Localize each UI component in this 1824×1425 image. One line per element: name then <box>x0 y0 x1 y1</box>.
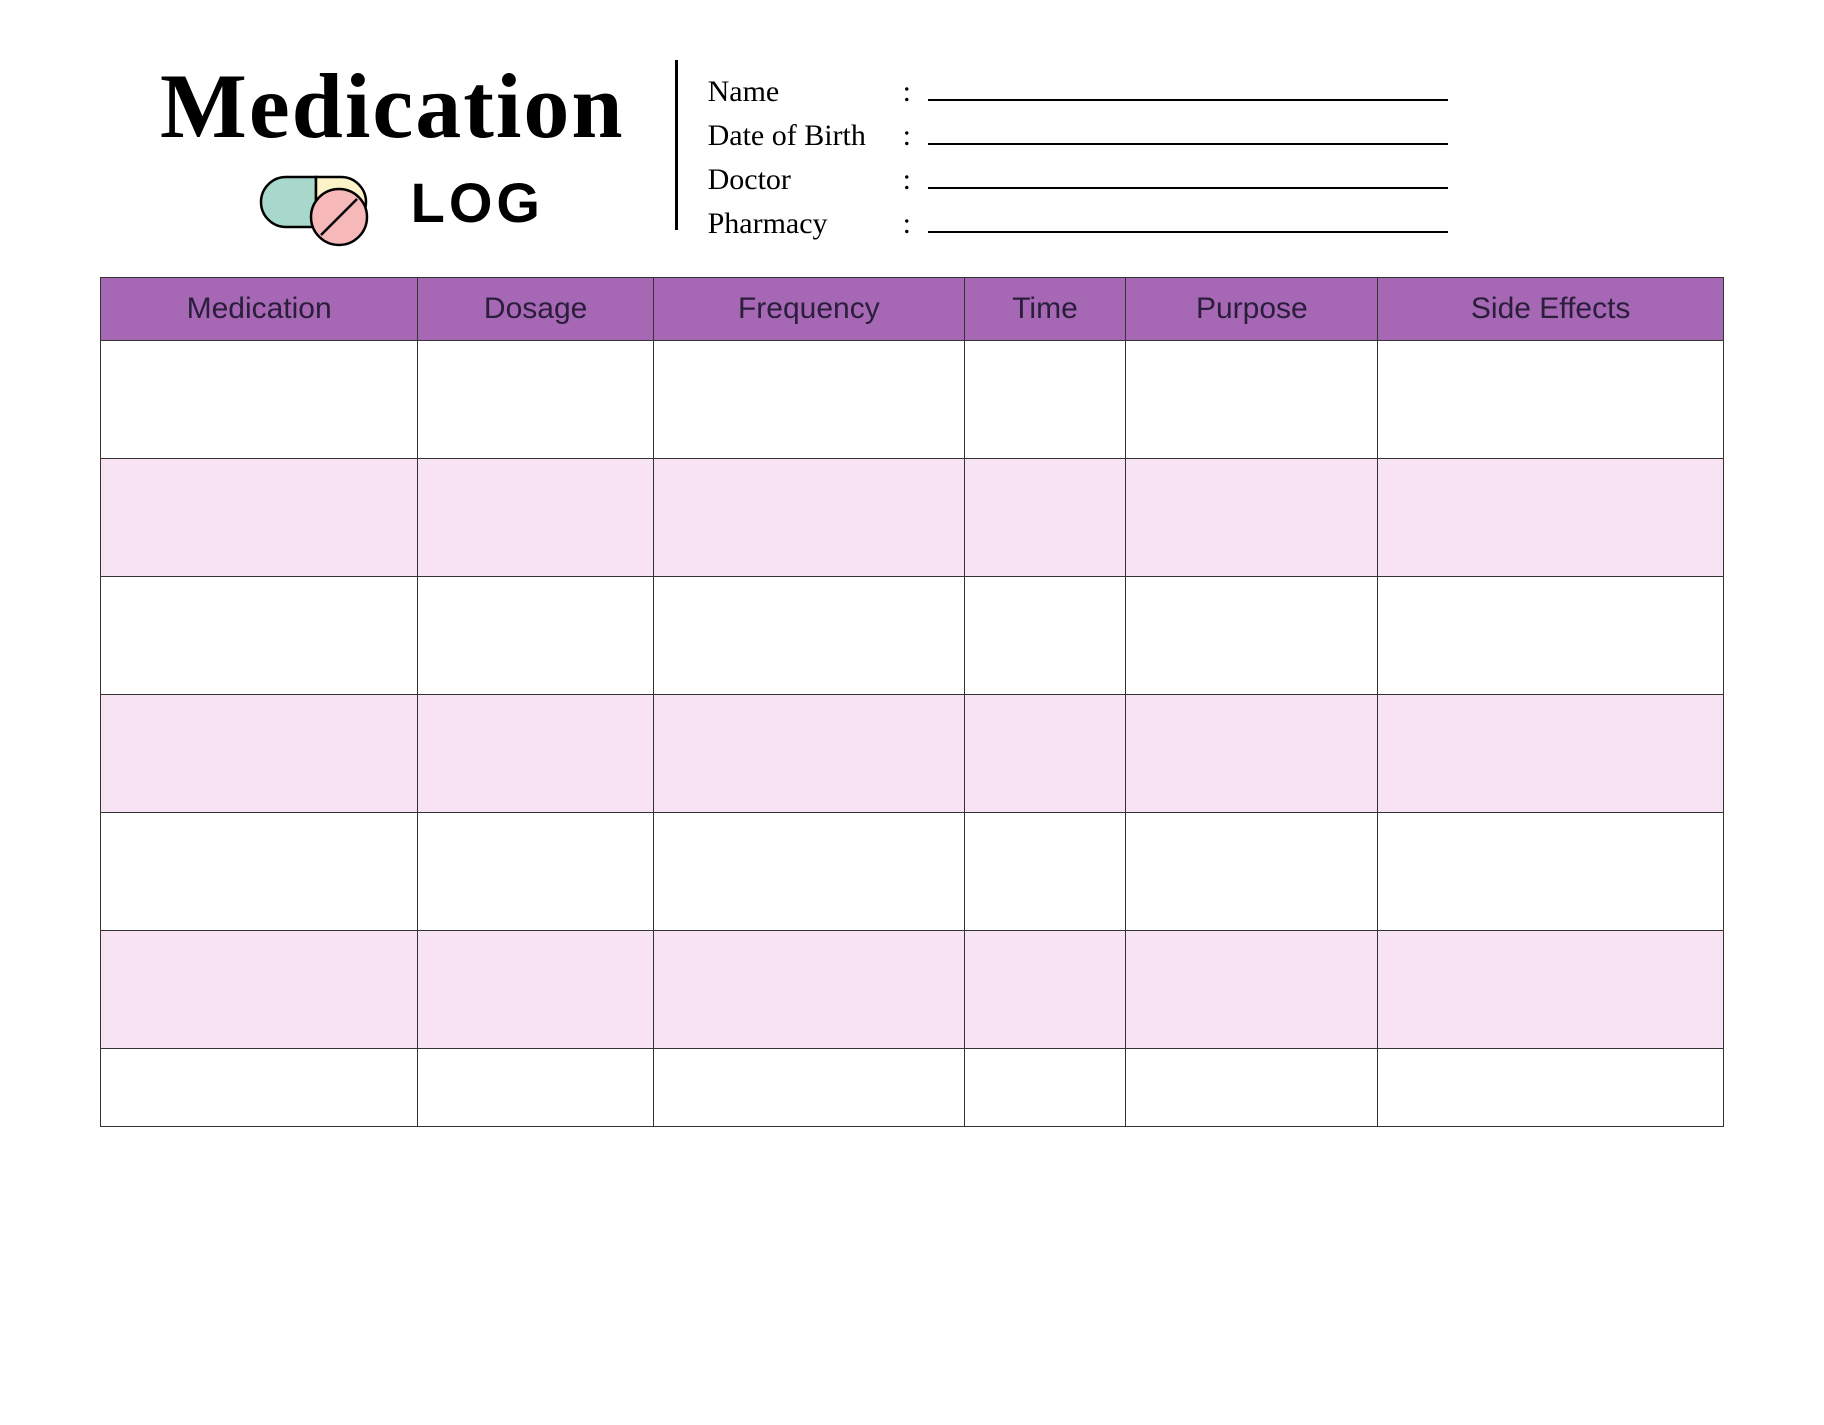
table-cell[interactable] <box>101 931 418 1049</box>
table-cell[interactable] <box>1126 459 1378 577</box>
table-cell[interactable] <box>964 577 1126 695</box>
info-line[interactable] <box>928 121 1448 145</box>
info-label: Name <box>708 75 903 109</box>
info-line[interactable] <box>928 209 1448 233</box>
vertical-divider <box>675 60 678 230</box>
info-row-name: Name : <box>708 75 1724 109</box>
medication-table: MedicationDosageFrequencyTimePurposeSide… <box>100 277 1724 1127</box>
table-row <box>101 577 1724 695</box>
table-cell[interactable] <box>964 341 1126 459</box>
table-cell[interactable] <box>418 341 654 459</box>
info-row-pharmacy: Pharmacy : <box>708 207 1724 241</box>
table-cell[interactable] <box>1378 813 1724 931</box>
table-cell[interactable] <box>418 1049 654 1127</box>
pills-icon <box>241 157 381 247</box>
table-cell[interactable] <box>964 459 1126 577</box>
header: Medication LOG Name : Date of Birth : <box>100 60 1724 247</box>
table-cell[interactable] <box>1378 341 1724 459</box>
table-row <box>101 813 1724 931</box>
table-cell[interactable] <box>964 695 1126 813</box>
table-cell[interactable] <box>1378 1049 1724 1127</box>
column-header: Time <box>964 278 1126 341</box>
table-cell[interactable] <box>418 695 654 813</box>
info-label: Doctor <box>708 163 903 197</box>
table-row <box>101 341 1724 459</box>
table-cell[interactable] <box>964 931 1126 1049</box>
title-row2: LOG <box>241 157 544 247</box>
info-colon: : <box>903 119 928 153</box>
table-body <box>101 341 1724 1127</box>
table-cell[interactable] <box>418 931 654 1049</box>
table-cell[interactable] <box>1378 459 1724 577</box>
table-cell[interactable] <box>1126 1049 1378 1127</box>
table-cell[interactable] <box>1126 577 1378 695</box>
table-cell[interactable] <box>1378 577 1724 695</box>
info-block: Name : Date of Birth : Doctor : Pharmacy… <box>708 60 1724 241</box>
table-cell[interactable] <box>653 695 964 813</box>
table-cell[interactable] <box>1126 341 1378 459</box>
table-row <box>101 459 1724 577</box>
info-colon: : <box>903 207 928 241</box>
table-cell[interactable] <box>101 459 418 577</box>
table-cell[interactable] <box>1126 695 1378 813</box>
table-row <box>101 1049 1724 1127</box>
table-cell[interactable] <box>418 459 654 577</box>
table-cell[interactable] <box>653 931 964 1049</box>
table-cell[interactable] <box>1126 931 1378 1049</box>
table-cell[interactable] <box>653 341 964 459</box>
table-cell[interactable] <box>653 577 964 695</box>
info-row-doctor: Doctor : <box>708 163 1724 197</box>
table-cell[interactable] <box>653 813 964 931</box>
table-cell[interactable] <box>101 1049 418 1127</box>
column-header: Purpose <box>1126 278 1378 341</box>
column-header: Medication <box>101 278 418 341</box>
info-row-dob: Date of Birth : <box>708 119 1724 153</box>
info-colon: : <box>903 163 928 197</box>
info-line[interactable] <box>928 77 1448 101</box>
table-cell[interactable] <box>101 341 418 459</box>
table-header: MedicationDosageFrequencyTimePurposeSide… <box>101 278 1724 341</box>
title-script: Medication <box>160 60 625 152</box>
title-log: LOG <box>411 170 544 235</box>
table-cell[interactable] <box>1378 695 1724 813</box>
table-cell[interactable] <box>101 577 418 695</box>
table-cell[interactable] <box>653 1049 964 1127</box>
table-cell[interactable] <box>101 695 418 813</box>
table-cell[interactable] <box>418 577 654 695</box>
table-cell[interactable] <box>1126 813 1378 931</box>
info-line[interactable] <box>928 165 1448 189</box>
table-cell[interactable] <box>964 813 1126 931</box>
table-cell[interactable] <box>101 813 418 931</box>
table-cell[interactable] <box>653 459 964 577</box>
table-row <box>101 931 1724 1049</box>
title-block: Medication LOG <box>160 60 665 247</box>
info-colon: : <box>903 75 928 109</box>
table-cell[interactable] <box>1378 931 1724 1049</box>
info-label: Pharmacy <box>708 207 903 241</box>
column-header: Dosage <box>418 278 654 341</box>
table-cell[interactable] <box>964 1049 1126 1127</box>
column-header: Frequency <box>653 278 964 341</box>
info-label: Date of Birth <box>708 119 903 153</box>
table-row <box>101 695 1724 813</box>
table-cell[interactable] <box>418 813 654 931</box>
column-header: Side Effects <box>1378 278 1724 341</box>
